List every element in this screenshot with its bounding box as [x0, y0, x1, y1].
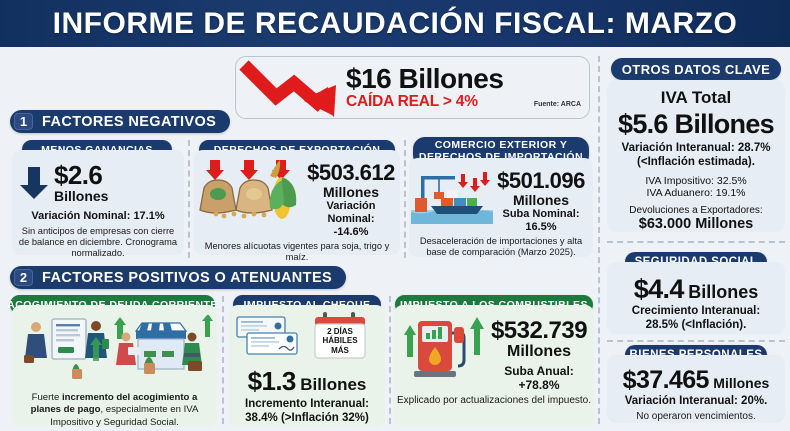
value-iva-total: $5.6 Billones	[618, 109, 775, 139]
unit-seguridad-social: Billones	[688, 282, 759, 302]
stat-iva-total: Variación Interanual: 28.7%	[621, 142, 771, 154]
value-impuesto-cheque: $1.3	[247, 366, 297, 396]
note-bienes-personales: No operaron vencimientos.	[636, 410, 756, 422]
pill-comercio-line1: COMERCIO EXTERIOR Y	[434, 139, 568, 152]
stat2-impuesto-cheque: 38.4% (>Inflación 32%)	[245, 411, 369, 424]
note-impuesto-combustibles: Explicado por actualizaciones del impues…	[397, 395, 591, 407]
down-trend-arrow-icon	[236, 57, 346, 118]
unit-bienes-personales: Millones	[713, 375, 770, 391]
divider-horizontal-2	[607, 340, 785, 342]
section-banner-positives: 2 FACTORES POSITIVOS O ATENUANTES	[10, 266, 347, 289]
value-devoluciones: $63.000 Millones	[638, 216, 754, 233]
divider-sidebar	[598, 56, 600, 424]
value-derechos-exportacion: $503.612	[307, 160, 395, 185]
divider-vertical-4	[389, 296, 391, 424]
row-iva-impositivo: IVA Impositivo: 32.5%	[645, 175, 747, 188]
note-part-3: , especialmente en IVA Impositivo y Segu…	[50, 404, 199, 428]
hero-value: $16 Billones	[346, 62, 504, 94]
unit-impuesto-combustibles: Millones	[506, 343, 571, 360]
divider-vertical-3	[222, 296, 224, 424]
section-number-2: 2	[14, 269, 33, 286]
note-derechos-exportacion: Menores alícuotas vigentes para soja, tr…	[204, 240, 390, 263]
page-title: INFORME DE RECAUDACIÓN FISCAL: MARZO	[52, 6, 738, 40]
section-label-positives: FACTORES POSITIVOS O ATENUANTES	[42, 269, 333, 286]
page-header: INFORME DE RECAUDACIÓN FISCAL: MARZO	[0, 0, 790, 47]
hero-headline-card: $16 Billones CAÍDA REAL > 4% Fuente: ARC…	[235, 56, 590, 119]
stat-derechos-exportacion: Variación Nominal:	[326, 200, 376, 225]
calendar-badge-text: 2 DÍAS HÁBILES MÁS	[322, 327, 358, 355]
stat-bienes-personales: Variación Interanual: 20%.	[624, 395, 768, 407]
pill-comercio-line2: DERECHOS DE IMPORTACIÓN	[418, 151, 584, 163]
stat2-iva-total: (<Inflación estimada).	[637, 155, 755, 168]
stat-seguridad-social: Crecimiento Interanual:	[631, 305, 761, 317]
sidebar-title: OTROS DATOS CLAVE	[611, 58, 781, 80]
card-impuesto-combustibles: $532.739 Millones Suba Anual: +78.8% Exp…	[394, 305, 594, 427]
unit-impuesto-cheque: Billones	[300, 375, 367, 394]
stat-impuesto-combustibles: Suba Anual: +78.8%	[504, 364, 574, 393]
value-comercio-exterior: $501.096	[497, 168, 585, 193]
divider-vertical-2	[404, 140, 406, 258]
card-iva-total: IVA Total $5.6 Billones Variación Intera…	[607, 80, 785, 232]
fuel-pump-icon	[396, 313, 488, 384]
grain-sacks-icon	[196, 158, 306, 225]
card-bienes-personales: $37.465 Millones Variación Interanual: 2…	[607, 355, 785, 423]
note-part-2: incremento del acogimiento a planes de p…	[30, 392, 198, 416]
unit-menos-ganancias: Billones	[54, 188, 109, 204]
section-number-1: 1	[14, 113, 33, 130]
note-menos-ganancias: Sin anticipos de empresas con cierre de …	[18, 225, 178, 259]
unit-derechos-exportacion: Millones	[322, 184, 379, 200]
stat2-derechos-exportacion: -14.6%	[333, 225, 369, 238]
divider-horizontal-1	[607, 241, 785, 243]
cargo-ship-crane-icon	[411, 170, 493, 229]
section-banner-negatives: 1 FACTORES NEGATIVOS	[10, 110, 231, 133]
card-impuesto-cheque: 2 DÍAS HÁBILES MÁS $1.3 Billones Increme…	[229, 305, 385, 427]
value-impuesto-combustibles: $532.739	[490, 317, 588, 344]
card-seguridad-social: $4.4 Billones Crecimiento Interanual: 28…	[607, 262, 785, 334]
stat-impuesto-cheque: Incremento Interanual:	[245, 398, 369, 410]
value-seguridad-social: $4.4	[633, 274, 685, 304]
card-derechos-exportacion: $503.612 Millones Variación Nominal: -14…	[194, 150, 400, 262]
card-comercio-exterior: $501.096 Millones Suba Nominal: 16.5% De…	[409, 158, 593, 257]
hero-text: $16 Billones CAÍDA REAL > 4% Fuente: ARC…	[346, 62, 589, 111]
row-iva-aduanero: IVA Aduanero: 19.1%	[646, 187, 746, 200]
divider-vertical-1	[188, 140, 190, 258]
down-arrow-icon	[18, 162, 52, 206]
card-menos-ganancias: $2.6 Billones Variación Nominal: 17.1% S…	[12, 150, 184, 258]
stat-comercio-exterior: Suba Nominal:	[502, 208, 580, 220]
stat2-comercio-exterior: 16.5%	[525, 220, 557, 233]
hero-subtitle: CAÍDA REAL > 4%	[346, 93, 478, 111]
stat2-seguridad-social: 28.5% (<Inflación).	[645, 318, 747, 331]
business-meeting-shop-icon	[12, 305, 217, 388]
note-acogimiento-deuda: Fuerte incremento del acogimiento a plan…	[12, 388, 217, 429]
section-label-negatives: FACTORES NEGATIVOS	[42, 113, 217, 130]
value-bienes-personales: $37.465	[622, 366, 710, 394]
unit-comercio-exterior: Millones	[512, 192, 569, 208]
stat-menos-ganancias: Variación Nominal: 17.1%	[31, 210, 165, 222]
cheques-calendar-icon	[235, 313, 311, 364]
note-comercio-exterior: Desaceleración de importaciones y alta b…	[419, 235, 583, 258]
heading-iva-total: IVA Total	[660, 88, 732, 107]
value-menos-ganancias: $2.6	[54, 160, 103, 190]
note-part-1: Fuerte	[31, 392, 62, 403]
hero-source: Fuente: ARCA	[533, 101, 581, 109]
label-devoluciones: Devoluciones a Exportadores:	[629, 205, 763, 217]
card-acogimiento-deuda: Fuerte incremento del acogimiento a plan…	[12, 305, 217, 429]
